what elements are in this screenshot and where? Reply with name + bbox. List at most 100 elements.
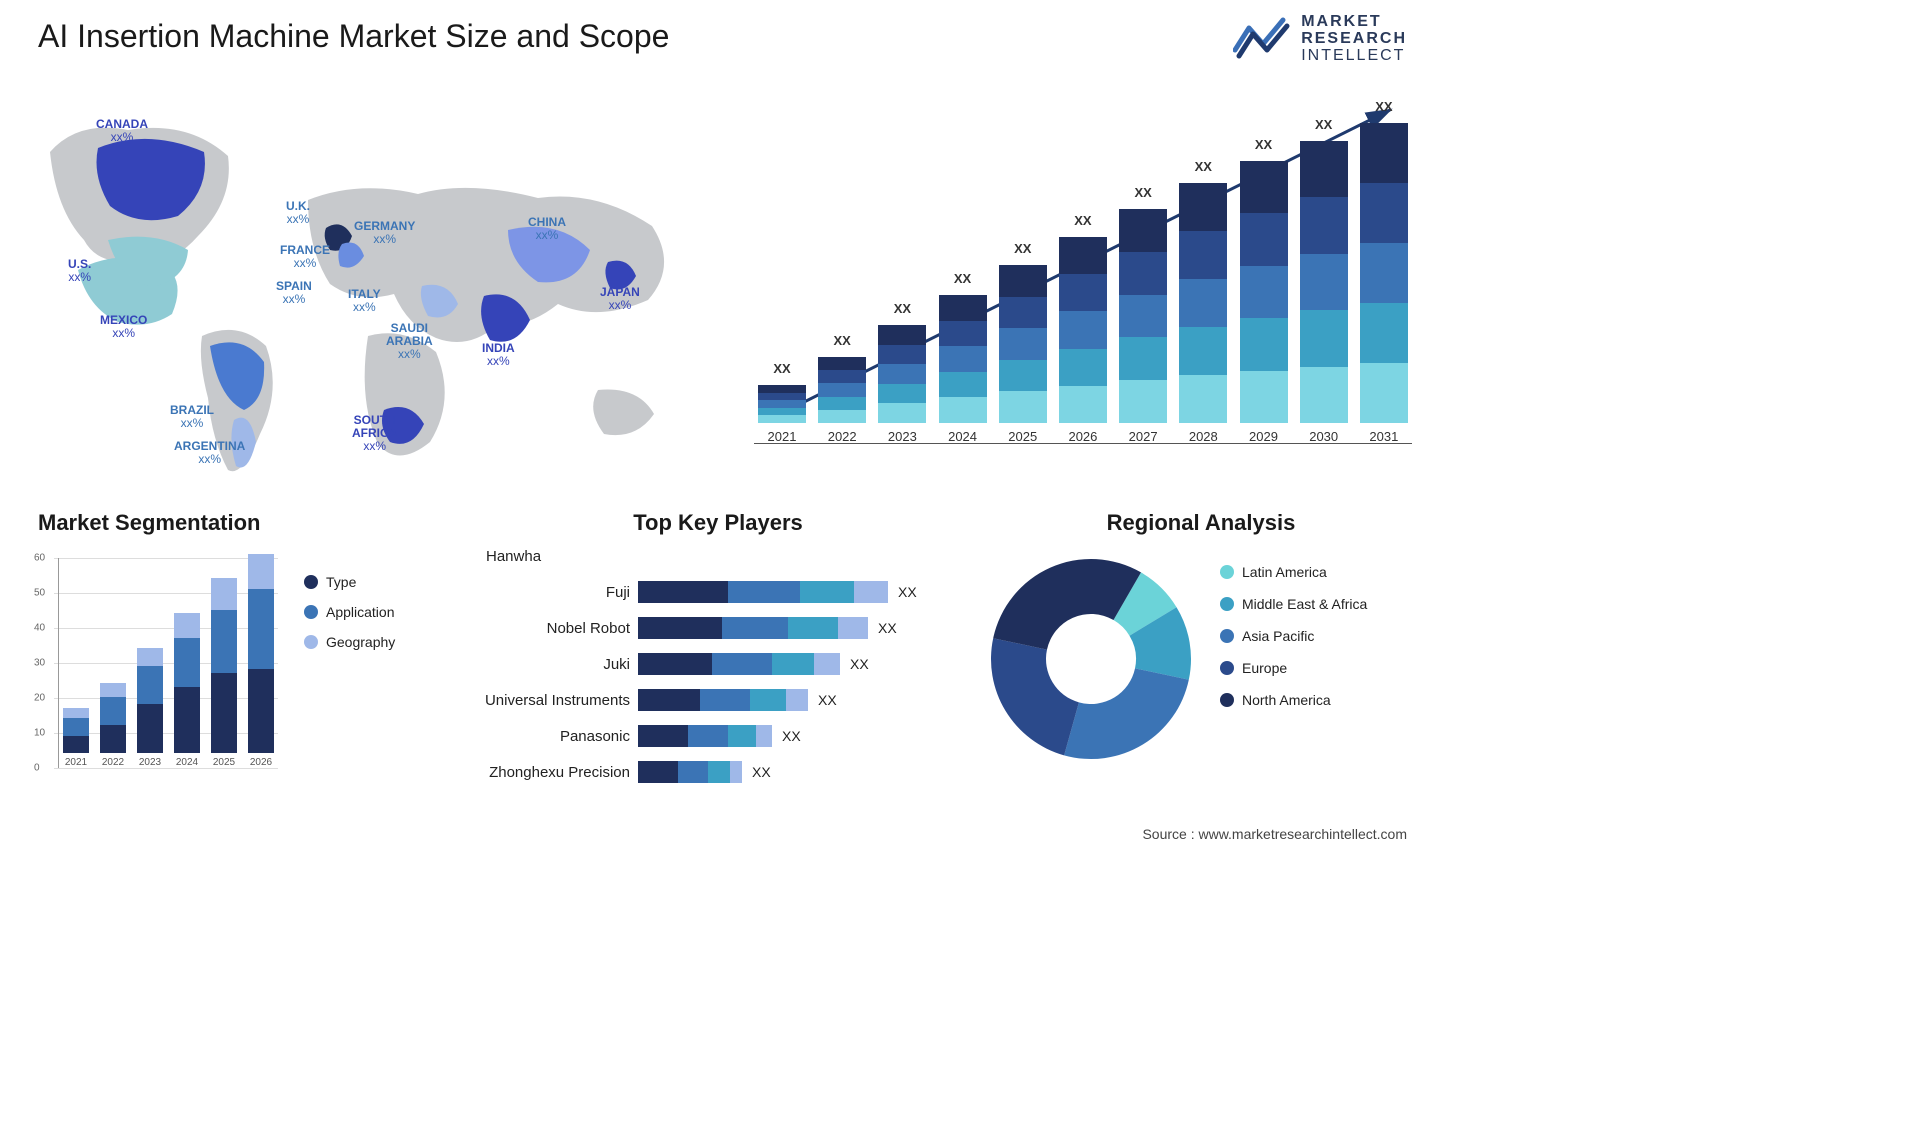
regional-section: Regional Analysis Latin AmericaMiddle Ea… <box>986 510 1416 800</box>
key-player-name: Nobel Robot <box>478 620 638 637</box>
legend-item: Geography <box>304 634 395 650</box>
growth-bar: XX2031 <box>1360 123 1408 444</box>
key-player-row: Universal InstrumentsXX <box>478 686 958 714</box>
map-label: SAUDIARABIAxx% <box>386 322 433 362</box>
world-map: CANADAxx% U.S.xx% MEXICOxx% BRAZILxx% ARGENT… <box>38 90 718 490</box>
map-label: ARGENTINAxx% <box>174 440 245 466</box>
key-player-name: Zhonghexu Precision <box>478 764 638 781</box>
key-player-name: Hanwha <box>478 548 638 565</box>
bar-value-label: XX <box>1074 213 1091 228</box>
key-player-name: Panasonic <box>478 728 638 745</box>
bar-value-label: XX <box>1195 159 1212 174</box>
legend-item: Europe <box>1220 660 1367 676</box>
map-label: CHINAxx% <box>528 216 566 242</box>
legend-item: Application <box>304 604 395 620</box>
regional-donut-chart <box>986 554 1196 764</box>
growth-bar: XX2030 <box>1300 141 1348 444</box>
map-label: SPAINxx% <box>276 280 312 306</box>
bar-year-label: 2024 <box>948 429 977 444</box>
growth-bar: XX2022 <box>818 357 866 444</box>
legend-item: Latin America <box>1220 564 1367 580</box>
logo: MARKET RESEARCH INTELLECT <box>1233 14 1407 65</box>
growth-bar: XX2027 <box>1119 209 1167 444</box>
regional-legend: Latin AmericaMiddle East & AfricaAsia Pa… <box>1220 564 1367 708</box>
segmentation-bar: 2021 <box>63 708 89 769</box>
key-player-value: XX <box>782 728 801 744</box>
bar-year-label: 2023 <box>888 429 917 444</box>
segmentation-bar: 2022 <box>100 683 126 768</box>
key-player-bar <box>638 725 772 747</box>
key-player-bar <box>638 653 840 675</box>
growth-bar: XX2025 <box>999 265 1047 444</box>
key-player-row: Fuji XX <box>478 578 958 606</box>
map-label: BRAZILxx% <box>170 404 214 430</box>
map-label: ITALYxx% <box>348 288 381 314</box>
growth-bar: XX2023 <box>878 325 926 444</box>
regional-title: Regional Analysis <box>986 510 1416 536</box>
map-label: CANADAxx% <box>96 118 148 144</box>
donut-segment <box>991 638 1079 755</box>
segmentation-bar: 2026 <box>248 554 274 769</box>
key-players-section: Top Key Players HanwhaFujiXXNobel RobotX… <box>478 510 958 820</box>
logo-text-2: RESEARCH <box>1301 31 1407 48</box>
segmentation-bar: 2025 <box>211 578 237 768</box>
page-title: AI Insertion Machine Market Size and Sco… <box>38 18 669 55</box>
key-player-value: XX <box>850 656 869 672</box>
key-player-row: Juki XX <box>478 650 958 678</box>
key-player-value: XX <box>752 764 771 780</box>
key-player-bar <box>638 761 742 783</box>
bar-year-label: 2025 <box>1008 429 1037 444</box>
bar-value-label: XX <box>1014 241 1031 256</box>
key-player-row: Zhonghexu Precision XX <box>478 758 958 786</box>
bar-year-label: 2022 <box>828 429 857 444</box>
key-player-name: Universal Instruments <box>478 692 638 709</box>
bar-year-label: 2027 <box>1129 429 1158 444</box>
source-text: Source : www.marketresearchintellect.com <box>1142 826 1407 842</box>
key-player-value: XX <box>898 584 917 600</box>
key-players-chart: HanwhaFujiXXNobel RobotXXJukiXXUniversal… <box>478 542 958 786</box>
bar-value-label: XX <box>1315 117 1332 132</box>
segmentation-title: Market Segmentation <box>38 510 458 536</box>
key-player-bar <box>638 581 888 603</box>
map-label: MEXICOxx% <box>100 314 147 340</box>
market-growth-chart: XX2021XX2022XX2023XX2024XX2025XX2026XX20… <box>758 88 1408 468</box>
donut-segment <box>993 559 1141 650</box>
map-label: U.K.xx% <box>286 200 310 226</box>
bar-year-label: 2030 <box>1309 429 1338 444</box>
key-player-name: Fuji <box>478 584 638 601</box>
map-label: INDIAxx% <box>482 342 515 368</box>
growth-bar: XX2026 <box>1059 237 1107 444</box>
donut-segment <box>1064 668 1189 759</box>
bar-value-label: XX <box>1134 185 1151 200</box>
map-label: U.S.xx% <box>68 258 91 284</box>
legend-item: Asia Pacific <box>1220 628 1367 644</box>
segmentation-legend: Type Application Geography <box>304 574 395 650</box>
logo-text-1: MARKET <box>1301 14 1407 31</box>
bar-value-label: XX <box>894 301 911 316</box>
bar-year-label: 2021 <box>768 429 797 444</box>
key-player-bar <box>638 617 868 639</box>
bar-year-label: 2031 <box>1369 429 1398 444</box>
bar-value-label: XX <box>1255 137 1272 152</box>
growth-bar: XX2024 <box>939 295 987 444</box>
growth-bar: XX2021 <box>758 385 806 444</box>
segmentation-section: Market Segmentation 01020304050602021202… <box>38 510 458 800</box>
logo-text-3: INTELLECT <box>1301 48 1407 65</box>
key-player-name: Juki <box>478 656 638 673</box>
segmentation-chart: 0102030405060202120222023202420252026 <box>38 550 278 790</box>
key-player-row: Nobel RobotXX <box>478 614 958 642</box>
bar-year-label: 2029 <box>1249 429 1278 444</box>
logo-chevron-icon <box>1233 14 1291 65</box>
bar-year-label: 2026 <box>1068 429 1097 444</box>
bar-value-label: XX <box>1375 99 1392 114</box>
legend-item: Type <box>304 574 395 590</box>
segmentation-bar: 2024 <box>174 613 200 768</box>
map-label: GERMANYxx% <box>354 220 415 246</box>
map-label: JAPANxx% <box>600 286 640 312</box>
segmentation-bar: 2023 <box>137 648 163 768</box>
bar-year-label: 2028 <box>1189 429 1218 444</box>
map-label: SOUTHAFRICAxx% <box>352 414 397 454</box>
key-player-row: Panasonic XX <box>478 722 958 750</box>
bar-value-label: XX <box>834 333 851 348</box>
key-player-bar <box>638 689 808 711</box>
